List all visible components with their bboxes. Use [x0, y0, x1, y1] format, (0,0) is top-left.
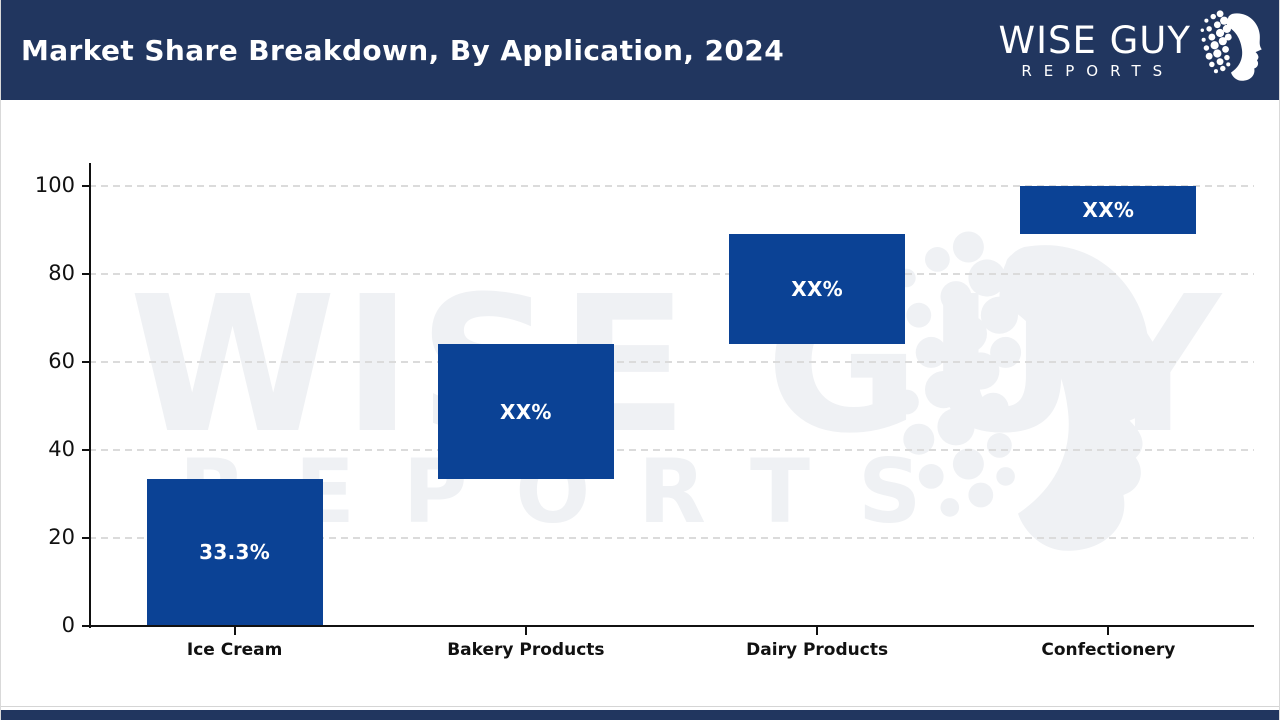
bar-value-label: XX%: [791, 277, 844, 302]
bar-confectionery[interactable]: XX%: [1020, 186, 1197, 235]
y-tickmark-40: [82, 448, 89, 451]
x-ticklabel-3: Confectionery: [1041, 639, 1176, 660]
gridline-40: [89, 448, 1254, 451]
x-tickmark-1: [524, 626, 527, 635]
x-tickmark-0: [233, 626, 236, 635]
logo-text-line2: REPORTS: [1021, 61, 1175, 80]
y-axis-line: [89, 163, 91, 628]
y-ticklabel-100: 100: [34, 173, 75, 197]
y-ticklabel-0: 0: [61, 612, 75, 637]
y-tickmark-0: [82, 624, 89, 627]
x-tickmark-2: [816, 626, 819, 635]
brand-logo: WISE GUY REPORTS: [999, 8, 1267, 92]
bar-value-label: 33.3%: [199, 540, 271, 565]
bottom-divider: [1, 706, 1279, 707]
chart-title: Market Share Breakdown, By Application, …: [21, 33, 785, 67]
y-ticklabel-60: 60: [48, 348, 75, 373]
bar-bakery-products[interactable]: XX%: [437, 344, 614, 480]
x-tickmark-3: [1107, 626, 1110, 635]
x-ticklabel-1: Bakery Products: [447, 639, 605, 660]
x-ticklabel-2: Dairy Products: [746, 639, 889, 660]
y-ticklabel-80: 80: [48, 260, 75, 285]
gridline-20: [89, 536, 1254, 539]
x-ticklabel-0: Ice Cream: [186, 639, 283, 660]
footer-bar: [1, 710, 1279, 720]
logo-text-line1: WISE GUY: [998, 18, 1191, 62]
header-bar: Market Share Breakdown, By Application, …: [1, 0, 1279, 100]
gridline-60: [89, 360, 1254, 363]
y-tickmark-100: [82, 185, 89, 187]
y-ticklabel-20: 20: [48, 524, 75, 549]
logo-face-icon: [1195, 7, 1267, 93]
y-tickmark-80: [82, 272, 89, 275]
bar-value-label: XX%: [499, 399, 552, 424]
y-ticklabel-40: 40: [48, 436, 75, 461]
bar-value-label: XX%: [1082, 198, 1135, 223]
y-tickmark-20: [82, 536, 89, 539]
gridline-100: [89, 185, 1254, 187]
x-axis-line: [89, 624, 1254, 627]
bar-dairy-products[interactable]: XX%: [729, 234, 906, 345]
gridline-80: [89, 272, 1254, 275]
y-tickmark-60: [82, 360, 89, 363]
bar-ice-cream[interactable]: 33.3%: [146, 479, 323, 626]
